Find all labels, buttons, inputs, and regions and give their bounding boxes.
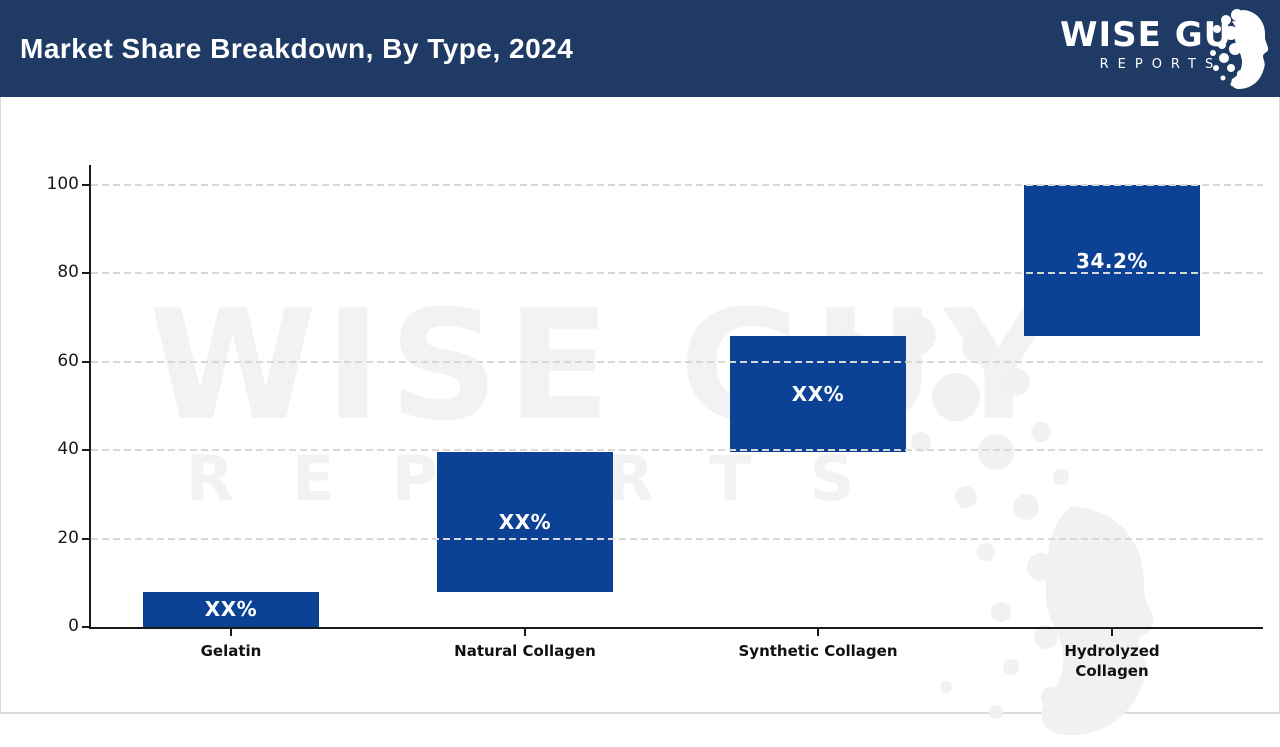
x-axis-tick bbox=[1111, 629, 1113, 636]
x-axis-category-label: Synthetic Collagen bbox=[738, 642, 898, 660]
bar-gelatin: XX% bbox=[143, 591, 319, 627]
bar-synthetic-collagen: XX% bbox=[730, 336, 906, 453]
x-axis bbox=[89, 627, 1263, 629]
x-axis-tick bbox=[524, 629, 526, 636]
bar-value-label: XX% bbox=[498, 510, 552, 535]
bar-value-label: XX% bbox=[204, 597, 258, 622]
gridline-y60 bbox=[91, 360, 1263, 363]
dotted-face-icon bbox=[1204, 6, 1270, 96]
x-axis-tick bbox=[230, 629, 232, 636]
bar-value-label: XX% bbox=[791, 382, 845, 407]
brand-subtitle: REPORTS bbox=[1099, 57, 1223, 72]
header-banner: Market Share Breakdown, By Type, 2024 WI… bbox=[0, 0, 1280, 97]
y-axis-tick bbox=[82, 272, 89, 275]
y-axis-tick bbox=[82, 184, 89, 186]
gridline-y100 bbox=[91, 184, 1263, 186]
bar-value-label: 34.2% bbox=[1076, 248, 1148, 273]
y-axis-tick-label: 20 bbox=[57, 527, 79, 548]
plot-region: XX% XX% XX% 34.2% 0 20 40 60 80 100 Gelatin Natural… bbox=[1, 97, 1279, 712]
x-axis-category-label: Gelatin bbox=[200, 642, 262, 660]
y-axis-tick bbox=[82, 626, 89, 628]
chart-area: WISE GUY REPORTS XX%XX%XX%34.2%020406080… bbox=[0, 97, 1280, 736]
x-axis-category-label: Natural Collagen bbox=[454, 642, 596, 660]
y-axis-tick-label: 60 bbox=[57, 350, 79, 371]
y-axis-tick-label: 80 bbox=[57, 262, 79, 283]
y-axis-tick-label: 0 bbox=[68, 616, 79, 636]
gridline-y20 bbox=[91, 537, 1263, 540]
gridline-y80 bbox=[91, 272, 1263, 275]
x-axis-category-label: Hydrolyzed Collagen bbox=[1064, 642, 1160, 681]
brand-logo: WISE GUY REPORTS bbox=[1020, 0, 1270, 97]
y-axis-tick bbox=[82, 449, 89, 452]
bar-hydrolyzed-collagen: 34.2% bbox=[1024, 185, 1200, 337]
gridline-y40 bbox=[91, 449, 1263, 452]
bar-natural-collagen: XX% bbox=[437, 452, 613, 592]
y-axis-tick-label: 40 bbox=[57, 439, 79, 460]
y-axis bbox=[89, 165, 91, 629]
y-axis-tick bbox=[82, 360, 89, 363]
y-axis-tick-label: 100 bbox=[46, 174, 79, 194]
y-axis-tick bbox=[82, 537, 89, 540]
x-axis-tick bbox=[817, 629, 819, 636]
page-title: Market Share Breakdown, By Type, 2024 bbox=[20, 32, 574, 64]
